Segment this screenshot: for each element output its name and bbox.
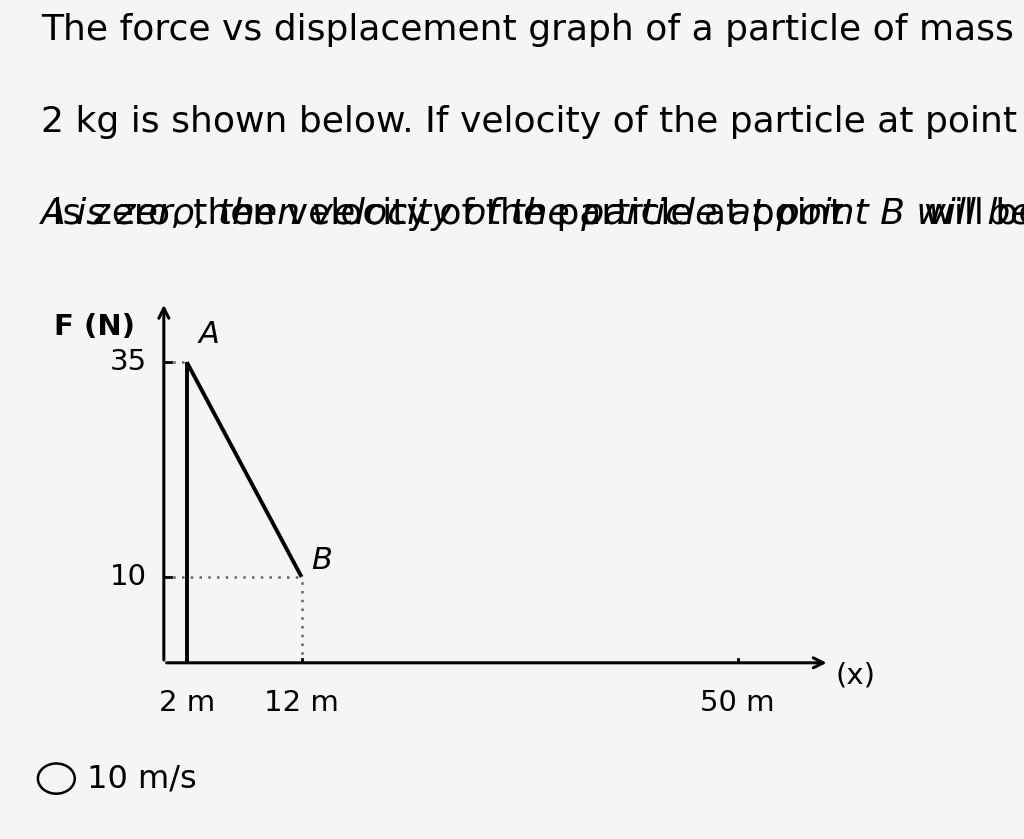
Text: F (N): F (N) — [54, 313, 135, 341]
Text: 50 m: 50 m — [700, 689, 775, 717]
Text: B: B — [310, 546, 332, 576]
Text: A: A — [199, 320, 219, 349]
Text: 12 m: 12 m — [264, 689, 339, 717]
Text: 2 m: 2 m — [159, 689, 215, 717]
Text: is zero, then velocity of the particle at point       will be: is zero, then velocity of the particle a… — [41, 197, 1024, 232]
Text: 35: 35 — [110, 348, 146, 376]
Text: 2 kg is shown below. If velocity of the particle at point: 2 kg is shown below. If velocity of the … — [41, 105, 1017, 139]
Text: A is zero, then velocity of the particle at point B will be: A is zero, then velocity of the particle… — [41, 197, 1024, 232]
Text: 10 m/s: 10 m/s — [87, 763, 197, 794]
Text: 10: 10 — [110, 563, 146, 591]
Text: (x): (x) — [836, 662, 876, 690]
Text: The force vs displacement graph of a particle of mass: The force vs displacement graph of a par… — [41, 13, 1014, 47]
